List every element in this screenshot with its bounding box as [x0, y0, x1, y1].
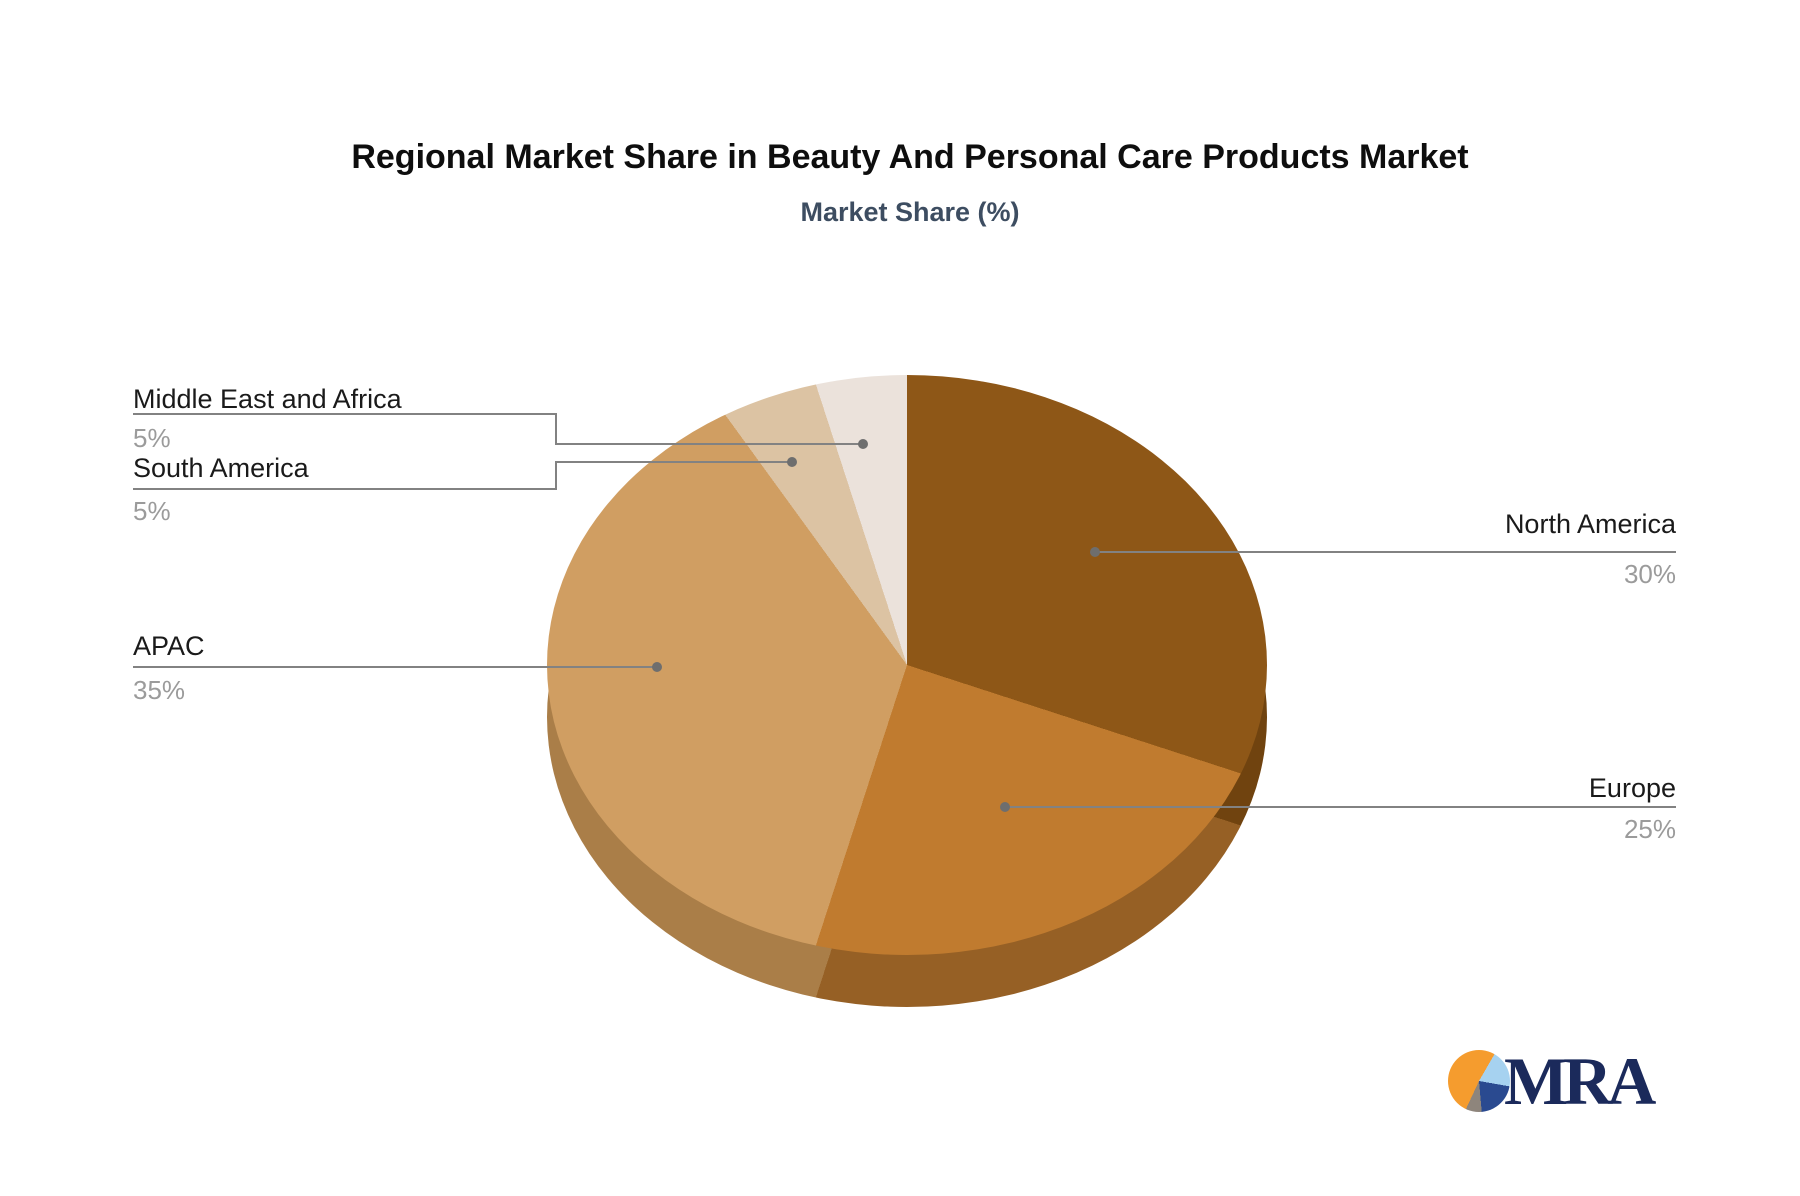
callout-value-north-america: 30%: [1623, 559, 1676, 589]
pie-chart: [547, 375, 1267, 1007]
callout-label-apac: APAC: [133, 631, 205, 661]
callout-underline-south-america: [133, 488, 557, 490]
chart-title: Regional Market Share in Beauty And Pers…: [351, 138, 1469, 176]
callout-label-south-america: South America: [133, 453, 309, 483]
callout-line-north-america: [1095, 551, 1676, 553]
callout-value-south-america: 5%: [133, 496, 171, 526]
callout-line-apac: [133, 666, 657, 668]
callout-dot-south-america: [787, 457, 797, 467]
callout-value-apac: 35%: [133, 675, 186, 705]
chart-subtitle: Market Share (%): [800, 197, 1020, 227]
callout-line-europe: [1005, 806, 1676, 808]
callout-dot-europe: [1000, 802, 1010, 812]
callout-step-south-america: [555, 461, 557, 490]
callout-line-middle-east-africa: [555, 443, 863, 445]
callout-dot-apac: [652, 662, 662, 672]
pie-slices: [547, 375, 1267, 955]
callout-underline-middle-east-africa: [133, 413, 557, 415]
callout-value-europe: 25%: [1623, 814, 1676, 844]
brand-logo: MRA: [1448, 1043, 1656, 1119]
callout-label-north-america: North America: [1504, 509, 1676, 539]
callout-label-europe: Europe: [1588, 773, 1676, 803]
callout-value-middle-east-africa: 5%: [133, 423, 171, 453]
callout-dot-middle-east-africa: [858, 439, 868, 449]
callout-line-south-america: [555, 461, 792, 463]
brand-logo-text: MRA: [1504, 1043, 1656, 1119]
callout-dot-north-america: [1090, 547, 1100, 557]
callout-step-middle-east-africa: [555, 413, 557, 445]
callout-label-middle-east-africa: Middle East and Africa: [133, 384, 402, 414]
brand-logo-pie-icon: [1448, 1050, 1510, 1112]
